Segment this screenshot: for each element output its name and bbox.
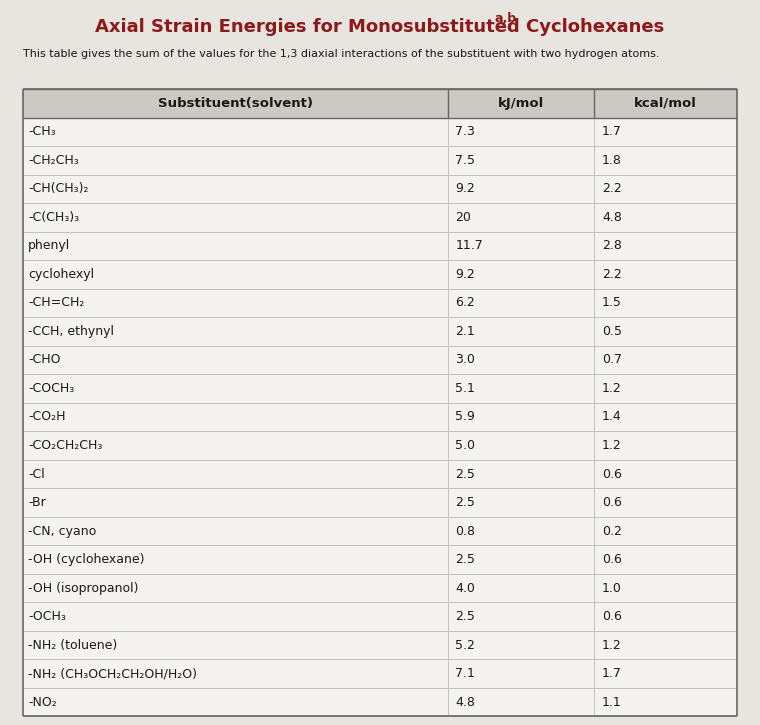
Text: 2.2: 2.2	[602, 268, 622, 281]
Text: 5.9: 5.9	[455, 410, 475, 423]
Text: 5.1: 5.1	[455, 382, 475, 395]
Text: -OCH₃: -OCH₃	[28, 610, 66, 623]
Text: 2.5: 2.5	[455, 468, 475, 481]
Text: 2.5: 2.5	[455, 496, 475, 509]
Text: phenyl: phenyl	[28, 239, 71, 252]
Text: -OH (cyclohexane): -OH (cyclohexane)	[28, 553, 144, 566]
Text: 1.0: 1.0	[602, 581, 622, 594]
Text: 1.4: 1.4	[602, 410, 622, 423]
Text: 2.1: 2.1	[455, 325, 475, 338]
Text: 0.7: 0.7	[602, 354, 622, 366]
Text: -CHO: -CHO	[28, 354, 61, 366]
Text: 0.5: 0.5	[602, 325, 622, 338]
Text: 4.0: 4.0	[455, 581, 475, 594]
Text: 0.6: 0.6	[602, 610, 622, 623]
Text: 7.3: 7.3	[455, 125, 475, 138]
Bar	[23, 89, 737, 716]
Text: kcal/mol: kcal/mol	[635, 97, 697, 110]
Text: 1.2: 1.2	[602, 439, 622, 452]
Text: -CH(CH₃)₂: -CH(CH₃)₂	[28, 183, 89, 196]
Text: -Cl: -Cl	[28, 468, 45, 481]
Text: 2.8: 2.8	[602, 239, 622, 252]
Text: a,b: a,b	[495, 12, 517, 25]
Text: 3.0: 3.0	[455, 354, 475, 366]
Text: kJ/mol: kJ/mol	[498, 97, 544, 110]
Bar	[23, 89, 737, 117]
Text: 5.2: 5.2	[455, 639, 475, 652]
Text: 2.5: 2.5	[455, 553, 475, 566]
Text: 4.8: 4.8	[455, 695, 475, 708]
Text: 0.6: 0.6	[602, 553, 622, 566]
Text: 20: 20	[455, 211, 471, 224]
Text: 5.0: 5.0	[455, 439, 476, 452]
Text: 0.8: 0.8	[455, 524, 476, 537]
Text: -NO₂: -NO₂	[28, 695, 57, 708]
Text: 2.2: 2.2	[602, 183, 622, 196]
Text: -NH₂ (toluene): -NH₂ (toluene)	[28, 639, 117, 652]
Text: 11.7: 11.7	[455, 239, 483, 252]
Text: Axial Strain Energies for Monosubstituted Cyclohexanes: Axial Strain Energies for Monosubstitute…	[95, 18, 665, 36]
Text: -Br: -Br	[28, 496, 46, 509]
Text: 1.8: 1.8	[602, 154, 622, 167]
Text: 1.1: 1.1	[602, 695, 622, 708]
Text: 1.5: 1.5	[602, 297, 622, 310]
Text: 1.2: 1.2	[602, 639, 622, 652]
Text: 4.8: 4.8	[602, 211, 622, 224]
Text: -CH₃: -CH₃	[28, 125, 55, 138]
Text: 1.7: 1.7	[602, 667, 622, 680]
Text: 0.6: 0.6	[602, 496, 622, 509]
Text: -NH₂ (CH₃OCH₂CH₂OH/H₂O): -NH₂ (CH₃OCH₂CH₂OH/H₂O)	[28, 667, 197, 680]
Text: cyclohexyl: cyclohexyl	[28, 268, 94, 281]
Text: -CO₂CH₂CH₃: -CO₂CH₂CH₃	[28, 439, 103, 452]
Text: 1.7: 1.7	[602, 125, 622, 138]
Text: 9.2: 9.2	[455, 183, 475, 196]
Text: 7.1: 7.1	[455, 667, 475, 680]
Text: -CH=CH₂: -CH=CH₂	[28, 297, 84, 310]
Text: -CH₂CH₃: -CH₂CH₃	[28, 154, 79, 167]
Text: 7.5: 7.5	[455, 154, 476, 167]
Text: Substituent(solvent): Substituent(solvent)	[158, 97, 313, 110]
Text: -COCH₃: -COCH₃	[28, 382, 74, 395]
Text: 0.6: 0.6	[602, 468, 622, 481]
Text: This table gives the sum of the values for the 1,3 diaxial interactions of the s: This table gives the sum of the values f…	[23, 49, 659, 59]
Text: -OH (isopropanol): -OH (isopropanol)	[28, 581, 138, 594]
Text: 0.2: 0.2	[602, 524, 622, 537]
Text: -CCH, ethynyl: -CCH, ethynyl	[28, 325, 114, 338]
Text: 1.2: 1.2	[602, 382, 622, 395]
Text: 9.2: 9.2	[455, 268, 475, 281]
Text: -C(CH₃)₃: -C(CH₃)₃	[28, 211, 79, 224]
Text: 2.5: 2.5	[455, 610, 475, 623]
Text: -CO₂H: -CO₂H	[28, 410, 65, 423]
Text: 6.2: 6.2	[455, 297, 475, 310]
Text: -CN, cyano: -CN, cyano	[28, 524, 97, 537]
